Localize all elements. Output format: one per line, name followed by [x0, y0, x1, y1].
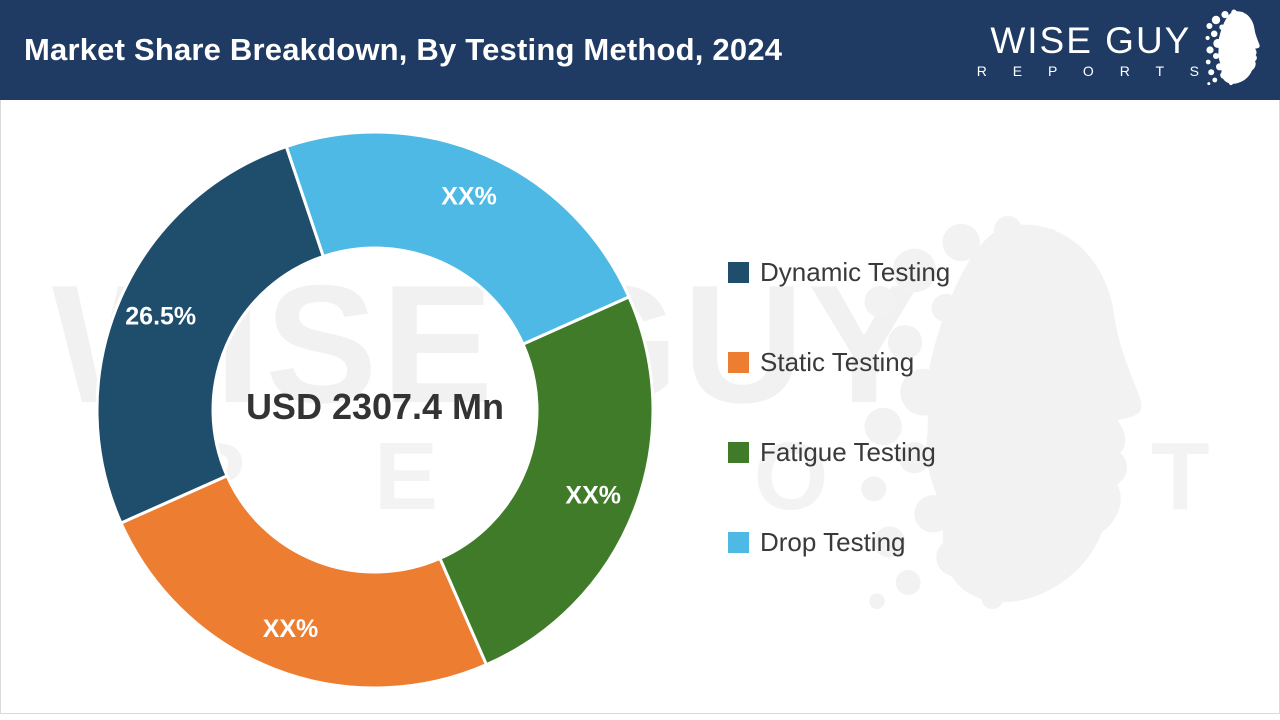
slice-label-dynamic-testing: 26.5%	[125, 303, 196, 331]
face-dots-icon	[1204, 8, 1264, 92]
slice-label-static-testing: XX%	[263, 615, 319, 643]
slice-label-drop-testing: XX%	[441, 182, 497, 210]
wise-guy-logo: WISE GUY R E P O R T S	[972, 8, 1264, 92]
slice-fatigue-testing	[438, 295, 655, 667]
legend-item-static-testing: Static Testing	[728, 346, 950, 377]
chart-legend: Dynamic Testing Static Testing Fatigue Tes…	[728, 256, 951, 618]
legend-item-fatigue-testing: Fatigue Testing	[728, 436, 950, 467]
logo-subtext: R E P O R T S	[976, 62, 1210, 79]
logo-wordmark: WISE GUY	[990, 19, 1192, 61]
header-bar: Market Share Breakdown, By Testing Metho…	[0, 0, 1280, 100]
legend-label-fatigue-testing: Fatigue Testing	[760, 436, 936, 467]
legend-item-drop-testing: Drop Testing	[728, 526, 950, 557]
legend-label-dynamic-testing: Dynamic Testing	[760, 256, 951, 287]
legend-label-static-testing: Static Testing	[760, 346, 915, 377]
slice-static-testing	[119, 474, 488, 690]
legend-swatch-drop-testing	[728, 531, 749, 553]
logo-wordmark-block: WISE GUY R E P O R T S	[972, 22, 1210, 79]
legend-swatch-static-testing	[728, 351, 749, 373]
legend-label-drop-testing: Drop Testing	[760, 526, 906, 557]
slice-label-fatigue-testing: XX%	[565, 481, 621, 509]
slice-drop-testing	[284, 130, 631, 346]
page-title: Market Share Breakdown, By Testing Metho…	[24, 32, 783, 67]
legend-swatch-dynamic-testing	[728, 261, 749, 283]
legend-item-dynamic-testing: Dynamic Testing	[728, 256, 951, 287]
donut-chart: 26.5% XX% XX% XX%	[95, 130, 655, 690]
slice-dynamic-testing	[95, 145, 325, 525]
chart-center-value: USD 2307.4 Mn	[245, 386, 505, 427]
legend-swatch-fatigue-testing	[728, 441, 749, 463]
